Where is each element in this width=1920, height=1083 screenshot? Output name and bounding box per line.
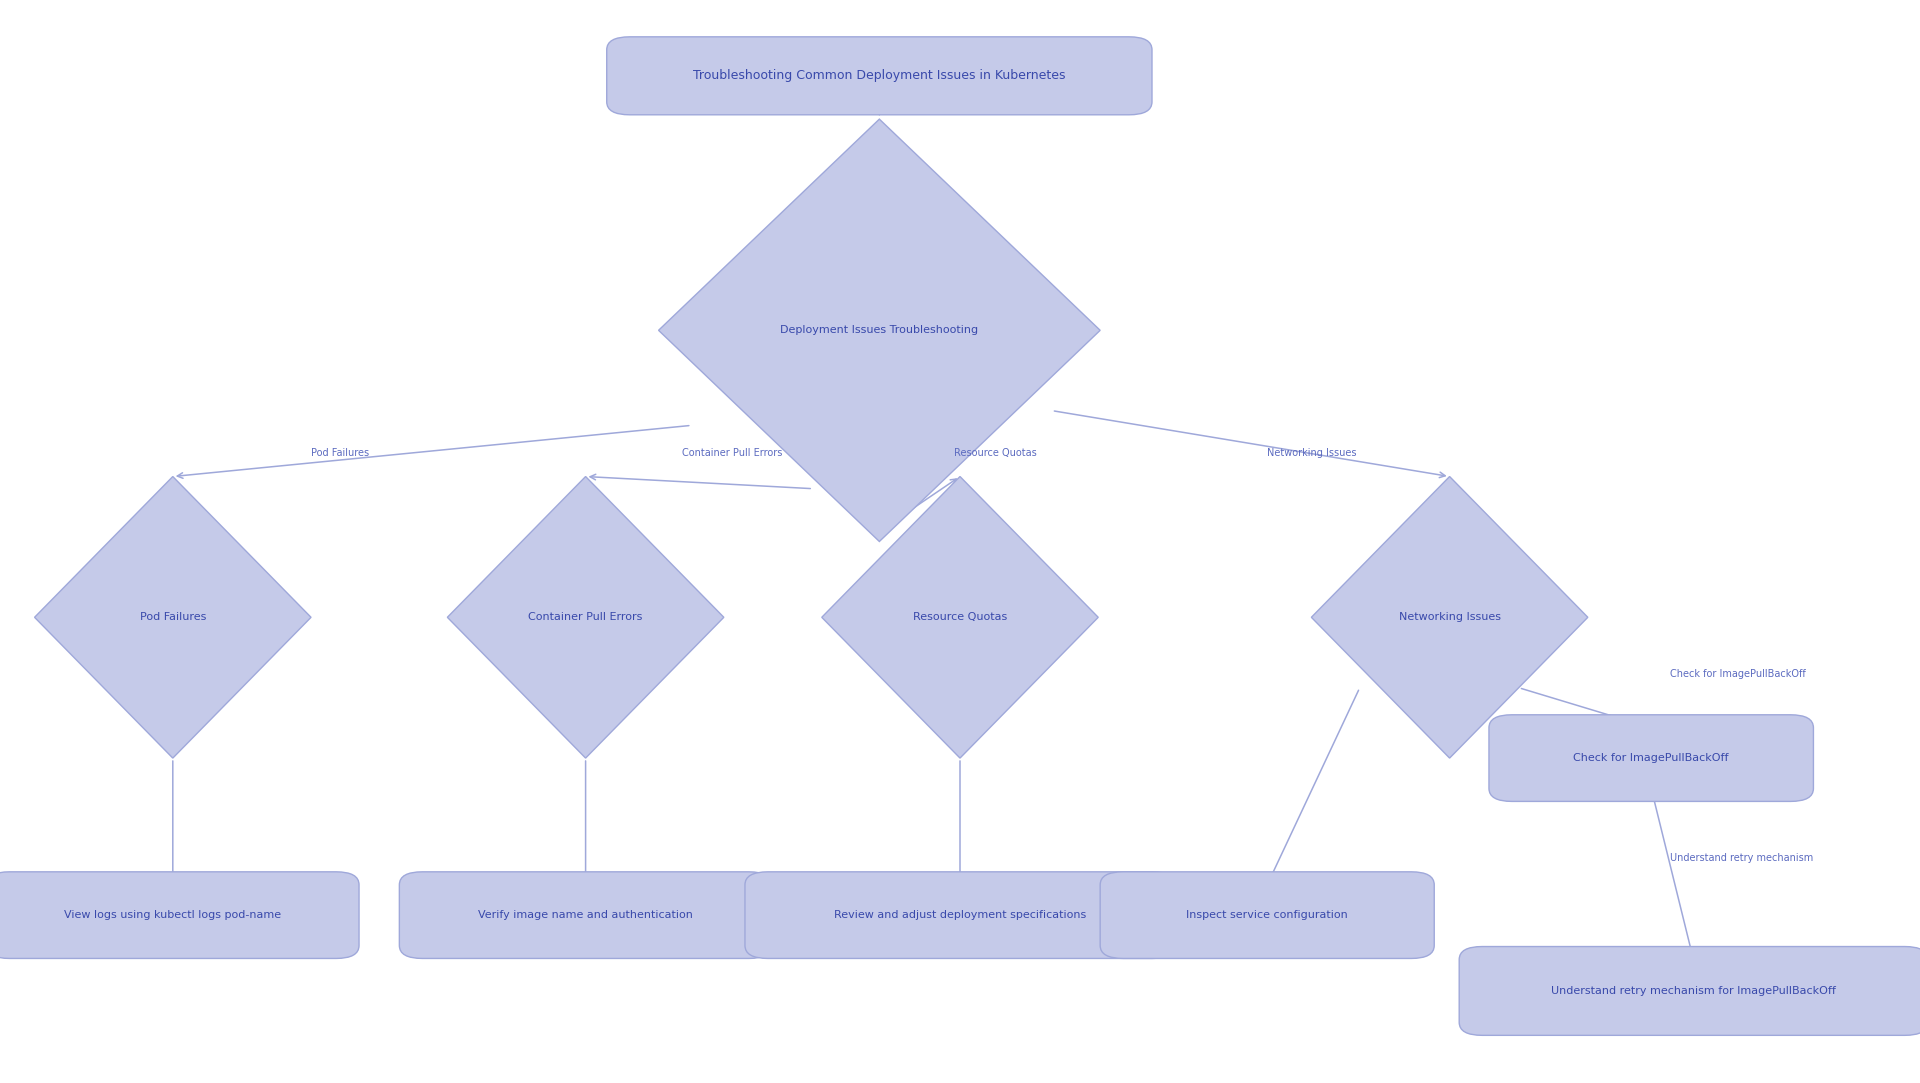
Text: Resource Quotas: Resource Quotas: [912, 612, 1008, 623]
Text: Check for ImagePullBackOff: Check for ImagePullBackOff: [1574, 753, 1728, 764]
Polygon shape: [659, 119, 1100, 542]
FancyBboxPatch shape: [745, 872, 1175, 958]
Polygon shape: [1311, 477, 1588, 758]
FancyBboxPatch shape: [1459, 947, 1920, 1035]
Text: Deployment Issues Troubleshooting: Deployment Issues Troubleshooting: [780, 325, 979, 336]
Text: Troubleshooting Common Deployment Issues in Kubernetes: Troubleshooting Common Deployment Issues…: [693, 69, 1066, 82]
Text: Review and adjust deployment specifications: Review and adjust deployment specificati…: [833, 910, 1087, 921]
Text: Check for ImagePullBackOff: Check for ImagePullBackOff: [1670, 668, 1807, 679]
Text: Verify image name and authentication: Verify image name and authentication: [478, 910, 693, 921]
Text: Networking Issues: Networking Issues: [1267, 447, 1357, 458]
FancyBboxPatch shape: [1490, 715, 1812, 801]
Text: Understand retry mechanism: Understand retry mechanism: [1670, 852, 1814, 863]
Text: Pod Failures: Pod Failures: [140, 612, 205, 623]
Text: Networking Issues: Networking Issues: [1398, 612, 1501, 623]
FancyBboxPatch shape: [0, 872, 359, 958]
Polygon shape: [447, 477, 724, 758]
FancyBboxPatch shape: [1100, 872, 1434, 958]
Text: View logs using kubectl logs pod-name: View logs using kubectl logs pod-name: [63, 910, 282, 921]
Text: Understand retry mechanism for ImagePullBackOff: Understand retry mechanism for ImagePull…: [1551, 986, 1836, 996]
Text: Container Pull Errors: Container Pull Errors: [528, 612, 643, 623]
Text: Inspect service configuration: Inspect service configuration: [1187, 910, 1348, 921]
Polygon shape: [35, 477, 311, 758]
Text: Pod Failures: Pod Failures: [311, 447, 369, 458]
Polygon shape: [822, 477, 1098, 758]
Text: Resource Quotas: Resource Quotas: [954, 447, 1037, 458]
Text: Container Pull Errors: Container Pull Errors: [682, 447, 781, 458]
FancyBboxPatch shape: [399, 872, 772, 958]
FancyBboxPatch shape: [607, 37, 1152, 115]
